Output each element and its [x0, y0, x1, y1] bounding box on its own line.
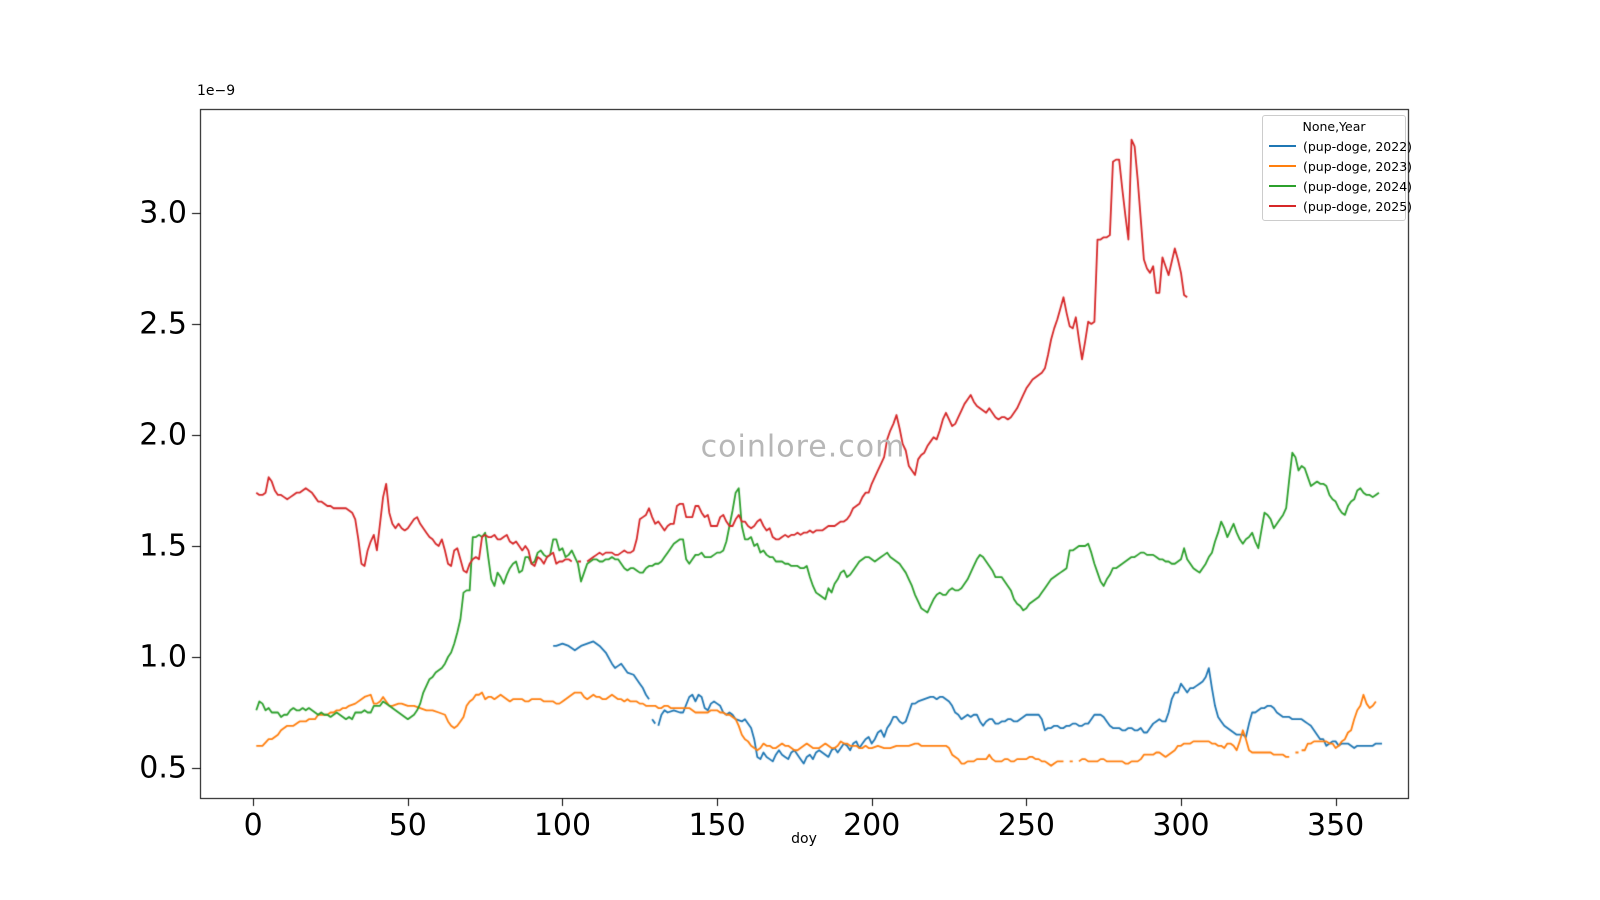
x-tick-label: 250: [997, 808, 1055, 843]
y-tick-label: 1.0: [139, 639, 187, 675]
legend-entries: (pup-doge, 2022) (pup-doge, 2023) (pup-dog…: [1269, 136, 1412, 216]
x-tick-label: 150: [688, 808, 746, 843]
x-tick-label: 300: [1152, 808, 1210, 843]
legend-label: (pup-doge, 2024): [1303, 178, 1413, 194]
x-tick-label: 100: [533, 808, 592, 843]
x-tick-label: 350: [1306, 808, 1365, 843]
x-tick-label: 0: [243, 808, 263, 843]
y-tick-label: 2.0: [139, 417, 187, 453]
legend-entry: (pup-doge, 2025): [1269, 196, 1412, 216]
y-tick-label: 1.5: [139, 528, 187, 564]
legend-label: (pup-doge, 2025): [1303, 198, 1413, 214]
legend: None,Year (pup-doge, 2022) (pup-doge, 202…: [1262, 115, 1412, 221]
legend-line-swatch: [1269, 185, 1296, 187]
x-tick-label: 200: [843, 808, 901, 843]
x-axis-label: doy: [791, 831, 817, 847]
x-tick-label: 50: [388, 808, 427, 843]
y-axis-offset-label: 1e−9: [197, 83, 236, 99]
watermark: coinlore.com: [700, 429, 906, 465]
legend-line-swatch: [1269, 165, 1296, 167]
legend-entry: (pup-doge, 2022): [1269, 136, 1412, 156]
legend-entry: (pup-doge, 2024): [1269, 176, 1412, 196]
y-tick-label: 0.5: [139, 750, 187, 786]
legend-entry: (pup-doge, 2023): [1269, 156, 1412, 176]
y-tick-label: 3.0: [139, 195, 187, 231]
legend-line-swatch: [1269, 205, 1296, 207]
y-tick-label: 2.5: [139, 306, 187, 342]
legend-title: None,Year: [1302, 119, 1366, 134]
legend-label: (pup-doge, 2023): [1303, 158, 1413, 174]
legend-label: (pup-doge, 2022): [1303, 138, 1413, 154]
legend-line-swatch: [1269, 145, 1296, 147]
